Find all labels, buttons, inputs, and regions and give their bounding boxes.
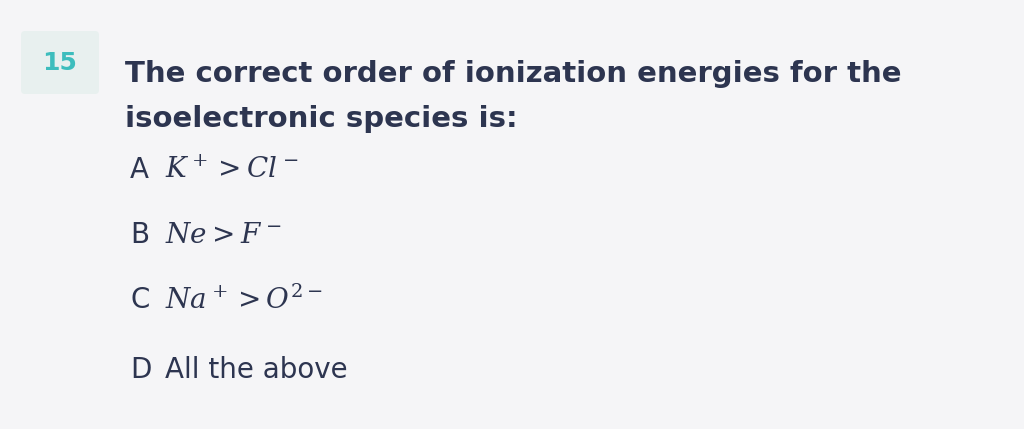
Text: The correct order of ionization energies for the: The correct order of ionization energies…	[125, 60, 901, 88]
Text: All the above: All the above	[165, 356, 347, 384]
Text: $K^+>Cl^-$: $K^+>Cl^-$	[165, 156, 298, 184]
FancyBboxPatch shape	[22, 31, 99, 94]
Text: 15: 15	[43, 51, 78, 75]
Text: C: C	[130, 286, 150, 314]
Text: D: D	[130, 356, 152, 384]
Text: $Ne>F^-$: $Ne>F^-$	[165, 221, 282, 249]
Text: A: A	[130, 156, 150, 184]
Text: isoelectronic species is:: isoelectronic species is:	[125, 105, 517, 133]
Text: $Na^+>O^{2-}$: $Na^+>O^{2-}$	[165, 285, 323, 314]
Text: B: B	[130, 221, 150, 249]
